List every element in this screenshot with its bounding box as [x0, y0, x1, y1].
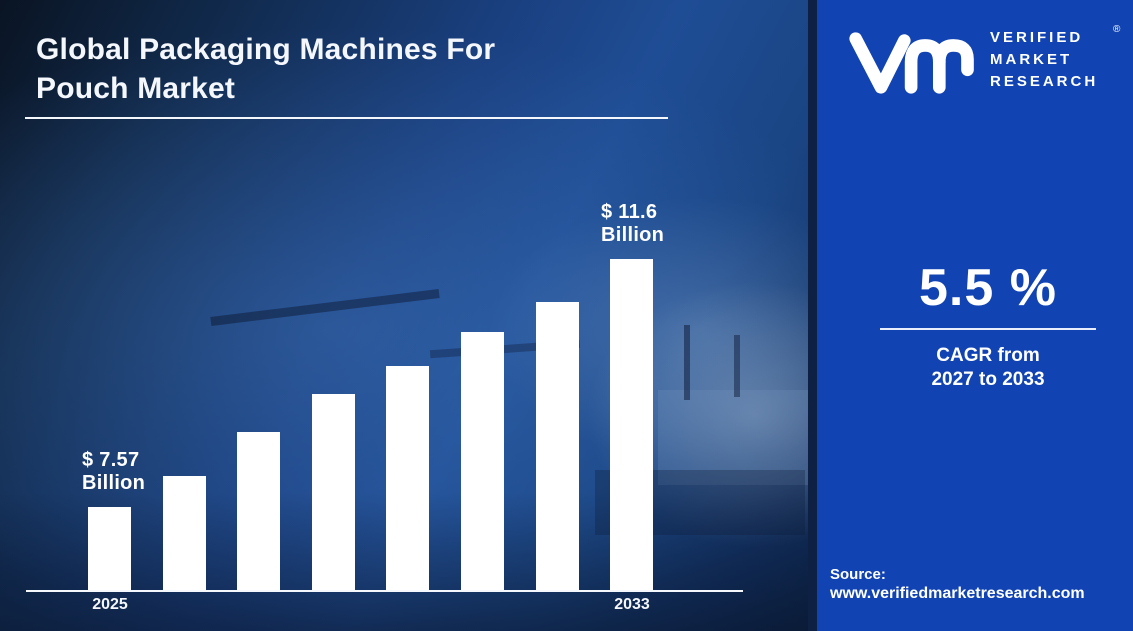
- value-annotation-first-line1: $ 7.57: [82, 449, 140, 471]
- bar-year-2: [163, 476, 206, 591]
- brand-name-line2: MARKET: [990, 51, 1073, 68]
- page-title-line1: Global Packaging Machines For: [36, 33, 496, 66]
- cagr-value: 5.5 %: [919, 259, 1057, 317]
- photo-silhouette-chimney: [684, 325, 690, 400]
- x-axis-label-last: 2033: [614, 596, 650, 613]
- source-block: Source: www.verifiedmarketresearch.com: [830, 565, 1085, 604]
- chart-panel: Global Packaging Machines For Pouch Mark…: [0, 0, 808, 631]
- brand-name: VERIFIED MARKET RESEARCH: [990, 27, 1098, 93]
- value-annotation-last-line2: Billion: [601, 224, 665, 246]
- cagr-caption-line2: 2027 to 2033: [931, 369, 1045, 390]
- source-url-link[interactable]: www.verifiedmarketresearch.com: [830, 585, 1085, 602]
- brand-panel: VERIFIED MARKET RESEARCH ® 5.5 % CAGR fr…: [817, 0, 1133, 631]
- brand-name-line3: RESEARCH: [990, 73, 1099, 90]
- bar-2033: [610, 259, 653, 591]
- bar-chart: 2025 2033 $ 7.57 Billion $ 11.6 Billion: [26, 201, 743, 613]
- bar-year-5: [386, 366, 429, 591]
- cagr-underline: [880, 328, 1096, 330]
- x-axis-line: [26, 590, 743, 592]
- value-annotation-first: $ 7.57 Billion: [82, 449, 145, 495]
- cagr-caption-line1: CAGR from: [936, 345, 1040, 366]
- panel-divider: [808, 0, 817, 631]
- title-underline: [25, 117, 668, 119]
- value-annotation-last-line1: $ 11.6: [601, 201, 658, 223]
- value-annotation-last: $ 11.6 Billion: [601, 201, 664, 247]
- registered-trademark-icon: ®: [1113, 24, 1121, 35]
- bar-year-7: [536, 302, 579, 591]
- bar-year-6: [461, 332, 504, 591]
- bar-2025: [88, 507, 131, 591]
- bar-year-4: [312, 394, 355, 591]
- brand-name-line1: VERIFIED: [990, 29, 1084, 46]
- x-axis-label-first: 2025: [92, 596, 128, 613]
- page-title: Global Packaging Machines For Pouch Mark…: [36, 30, 495, 108]
- page-title-line2: Pouch Market: [36, 72, 236, 105]
- bar-year-3: [237, 432, 280, 591]
- vmr-logo-icon: [849, 32, 974, 94]
- value-annotation-first-line2: Billion: [82, 472, 146, 494]
- photo-silhouette-chimney: [734, 335, 740, 397]
- cagr-block: 5.5 % CAGR from 2027 to 2033: [840, 258, 1133, 392]
- photo-silhouette-building: [658, 390, 808, 485]
- source-label: Source:: [830, 566, 886, 583]
